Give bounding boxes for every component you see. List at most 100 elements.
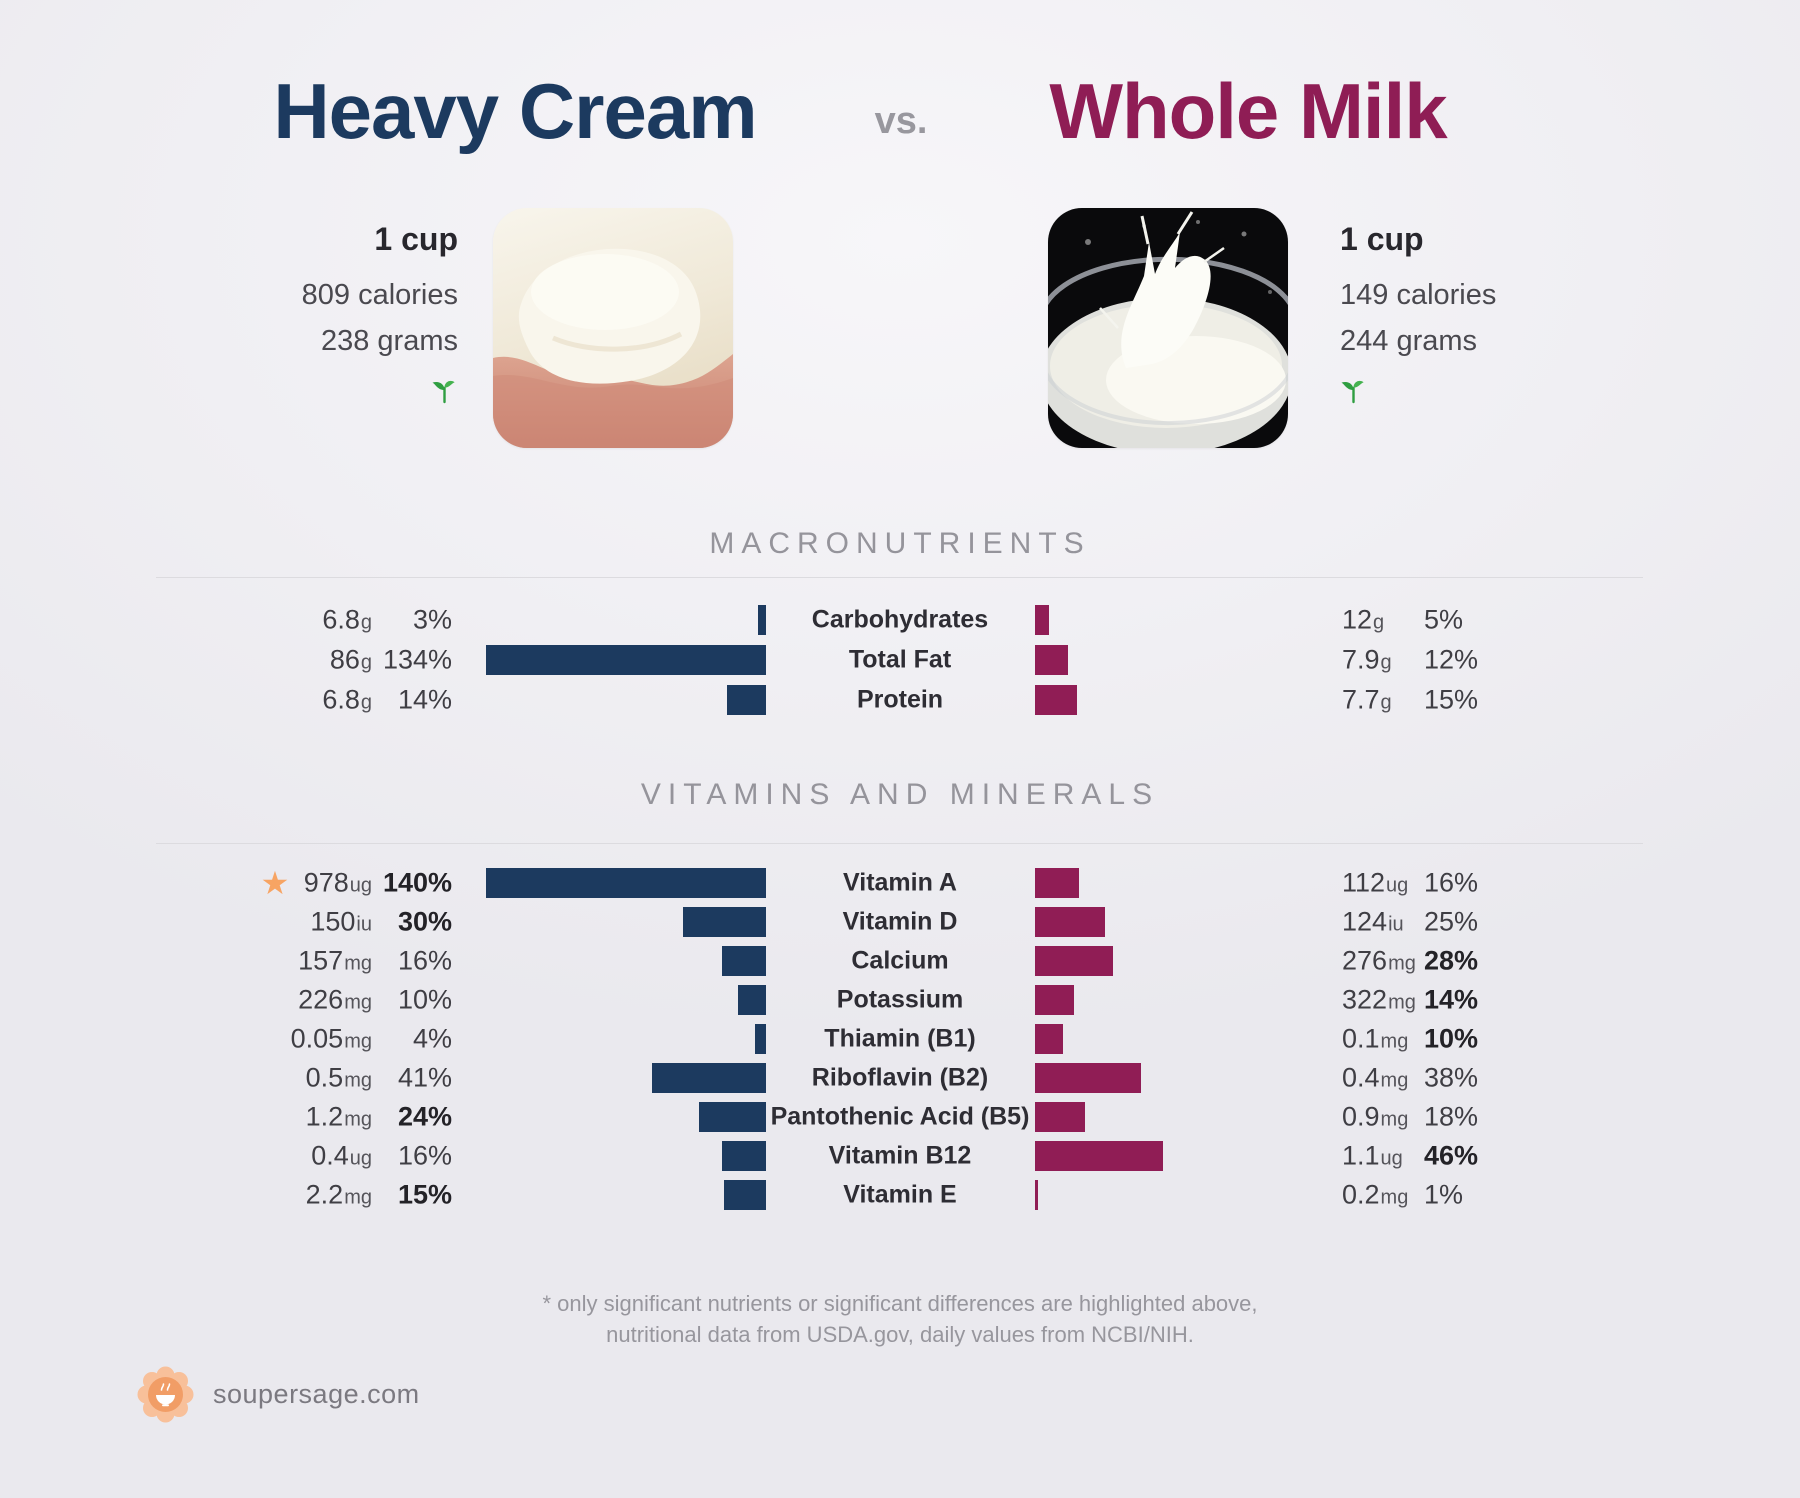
heavy-cream-bar [486, 867, 766, 898]
nutrient-row: ★ 2.2mg 15% Vitamin E 0.2mg 1% [0, 1175, 1800, 1214]
nutrient-label: Pantothenic Acid (B5) [770, 1102, 1030, 1130]
page-title-heavy-cream: Heavy Cream [273, 67, 757, 155]
right-amount: 112ug [1342, 867, 1409, 897]
whole-milk-bar [1035, 1023, 1063, 1054]
heavy-cream-bar [699, 1101, 766, 1132]
footnote-line-2: nutritional data from USDA.gov, daily va… [606, 1322, 1194, 1347]
nutrient-row: ★ 0.5mg 41% Riboflavin (B2) 0.4mg 38% [0, 1058, 1800, 1097]
weight-value: 238 grams [320, 325, 458, 357]
left-bar-track [486, 605, 766, 635]
left-percent: 16% [397, 945, 452, 975]
right-bar-track [1035, 1140, 1315, 1171]
whole-milk-bar [1035, 984, 1074, 1015]
right-percent: 28% [1424, 945, 1479, 975]
left-percent: 41% [397, 1062, 452, 1092]
whole-milk-bar [1035, 945, 1113, 976]
left-percent: 15% [397, 1179, 452, 1209]
right-percent: 14% [1424, 984, 1479, 1014]
heavy-cream-bar [486, 645, 766, 675]
nutrient-row: ★ 157mg 16% Calcium 276mg 28% [0, 941, 1800, 980]
left-bar-track [486, 1101, 766, 1132]
right-amount: 0.2mg [1342, 1179, 1409, 1209]
left-amount: 150iu [310, 906, 372, 936]
calories-value: 149 calories [1340, 279, 1497, 311]
left-amount: 6.8g [322, 684, 372, 715]
left-amount: 0.5mg [305, 1062, 372, 1092]
nutrient-label: Vitamin E [843, 1180, 957, 1208]
weight-value: 244 grams [1340, 325, 1478, 357]
heavy-cream-photo [493, 208, 733, 448]
left-percent: 3% [412, 604, 452, 635]
left-bar-track [486, 1023, 766, 1054]
right-percent: 46% [1424, 1140, 1479, 1170]
nutrient-label: Protein [856, 685, 944, 714]
right-percent: 18% [1424, 1101, 1479, 1131]
nutrient-label: Riboflavin (B2) [811, 1063, 989, 1091]
right-percent: 5% [1424, 604, 1464, 635]
serving-size: 1 cup [1340, 221, 1424, 257]
whole-milk-bar [1035, 605, 1049, 635]
right-percent: 25% [1424, 906, 1479, 936]
right-bar-track [1035, 867, 1315, 898]
nutrient-row: ★ 0.05mg 4% Thiamin (B1) 0.1mg 10% [0, 1019, 1800, 1058]
right-percent: 15% [1424, 684, 1479, 715]
heavy-cream-serving-info: 1 cup 809 calories 238 grams [158, 221, 458, 409]
footnote-line-1: * only significant nutrients or signific… [542, 1291, 1258, 1316]
left-amount: 0.05mg [290, 1023, 372, 1053]
left-bar-track [486, 645, 766, 675]
nutrient-label: Vitamin D [842, 907, 958, 935]
right-amount: 1.1ug [1342, 1140, 1403, 1170]
left-amount: 157mg [298, 945, 372, 975]
right-amount: 276mg [1342, 945, 1416, 975]
heavy-cream-bar [722, 1140, 766, 1171]
left-percent: 24% [397, 1101, 452, 1131]
right-bar-track [1035, 645, 1315, 675]
left-percent: 134% [382, 644, 452, 675]
right-bar-track [1035, 1101, 1315, 1132]
heavy-cream-bar [758, 605, 766, 635]
nutrient-label: Thiamin (B1) [824, 1024, 976, 1052]
heavy-cream-bar [683, 906, 766, 937]
left-bar-track [486, 1062, 766, 1093]
macronutrients-rows: ★ 6.8g 3% Carbohydrates 12g 5% ★ 86g 134… [0, 600, 1800, 720]
nutrient-row: ★ 978ug 140% Vitamin A 112ug 16% [0, 863, 1800, 902]
whole-milk-bar [1035, 1062, 1141, 1093]
brand: soupersage.com [137, 1366, 420, 1423]
left-bar-track [486, 906, 766, 937]
vitamins-minerals-heading: VITAMINS AND MINERALS [640, 778, 1160, 811]
right-bar-track [1035, 906, 1315, 937]
left-amount: 0.4ug [311, 1140, 372, 1170]
right-percent: 12% [1424, 644, 1479, 675]
whole-milk-bar [1035, 1140, 1163, 1171]
section-divider [156, 843, 1643, 844]
heavy-cream-bar [755, 1023, 766, 1054]
right-amount: 322mg [1342, 984, 1416, 1014]
right-amount: 0.4mg [1342, 1062, 1409, 1092]
nutrient-label: Potassium [836, 985, 964, 1013]
right-bar-track [1035, 1023, 1315, 1054]
left-amount: 6.8g [322, 604, 372, 635]
section-divider [156, 577, 1643, 578]
nutrient-row: ★ 6.8g 3% Carbohydrates 12g 5% [0, 600, 1800, 640]
serving-size: 1 cup [374, 221, 458, 257]
right-amount: 0.9mg [1342, 1101, 1409, 1131]
versus-label: vs. [874, 100, 928, 142]
left-amount: 1.2mg [305, 1101, 372, 1131]
nutrient-label: Calcium [851, 946, 949, 974]
right-bar-track [1035, 1062, 1315, 1093]
left-percent: 4% [412, 1023, 452, 1053]
right-bar-track [1035, 605, 1315, 635]
nutrient-label: Vitamin A [843, 868, 957, 896]
heavy-cream-bar [724, 1179, 766, 1210]
heavy-cream-bar [652, 1062, 766, 1093]
footnote: * only significant nutrients or signific… [0, 1288, 1800, 1350]
left-bar-track [486, 685, 766, 715]
whole-milk-bar [1035, 906, 1105, 937]
whole-milk-serving-info: 1 cup 149 calories 244 grams [1340, 221, 1640, 409]
calories-value: 809 calories [301, 279, 458, 311]
right-amount: 124iu [1342, 906, 1404, 936]
vitamins-minerals-rows: ★ 978ug 140% Vitamin A 112ug 16% ★ 150iu… [0, 863, 1800, 1214]
whole-milk-bar [1035, 645, 1068, 675]
right-bar-track [1035, 1179, 1315, 1210]
seedling-icon [1340, 377, 1367, 404]
